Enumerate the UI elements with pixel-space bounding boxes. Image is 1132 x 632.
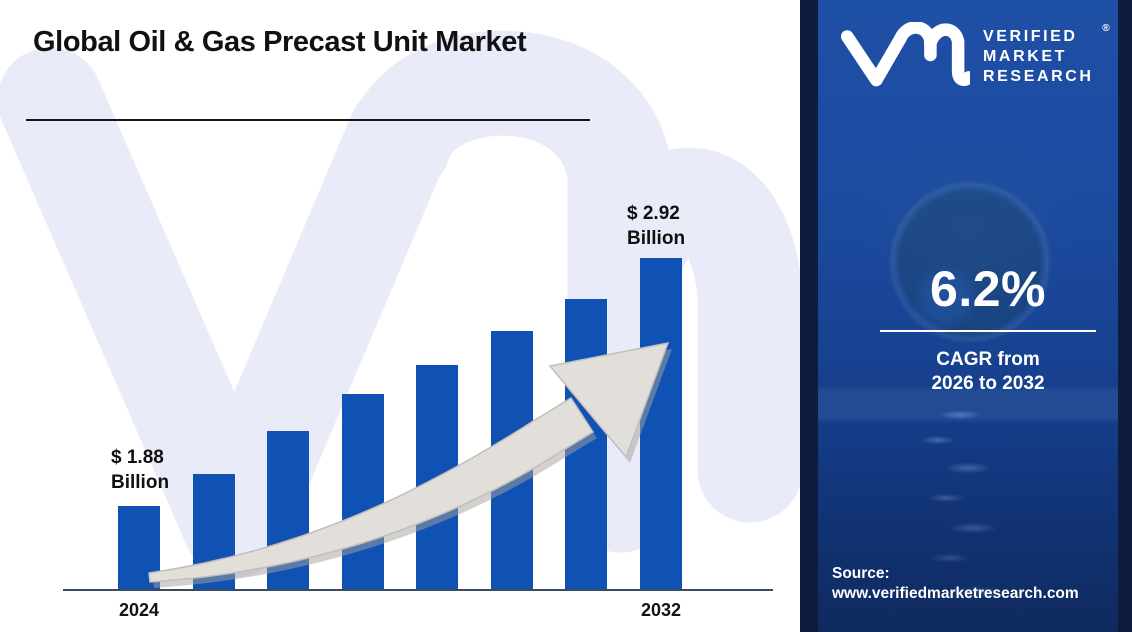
value-label-2032-line1: $ 2.92	[627, 203, 680, 224]
brand-line-1: VERIFIED	[983, 28, 1078, 45]
x-tick-2024: 2024	[118, 600, 160, 620]
brand-line-2: MARKET	[983, 47, 1068, 65]
bar-year-4	[341, 394, 384, 589]
brand: ® VERIFIED MARKET RESEARCH	[838, 22, 1110, 88]
cagr-value: 6.2%	[930, 261, 1046, 317]
page-title: Global Oil & Gas Precast Unit Market	[33, 26, 527, 58]
sidebar-panel: ® VERIFIED MARKET RESEARCH 6.2% CAGR fro…	[818, 0, 1118, 632]
source-url: www.verifiedmarketresearch.com	[832, 585, 1079, 603]
value-label-2032-line2: Billion	[627, 227, 686, 249]
x-axis	[63, 589, 773, 591]
vmr-logo-icon	[840, 22, 970, 87]
brand-line-3: RESEARCH	[983, 67, 1094, 85]
cagr-block: 6.2% CAGR from 2026 to 2032	[868, 260, 1108, 396]
source-label: Source:	[832, 565, 890, 582]
cagr-divider	[880, 330, 1096, 332]
bar-chart: $ 1.88 Billion $ 2.92 Billion 2024 2032	[63, 180, 773, 620]
value-label-2032: $ 2.92 Billion	[627, 202, 685, 251]
cagr-caption-line1: CAGR from	[936, 349, 1040, 370]
growth-arrow-icon	[148, 342, 672, 588]
source-block: Source: www.verifiedmarketresearch.com	[832, 564, 1079, 605]
value-label-2024: $ 1.88 Billion	[111, 446, 169, 495]
sidebar: ® VERIFIED MARKET RESEARCH 6.2% CAGR fro…	[800, 0, 1132, 632]
x-tick-2032: 2032	[640, 600, 682, 620]
registered-mark: ®	[1102, 23, 1110, 34]
brand-name: ® VERIFIED MARKET RESEARCH	[983, 23, 1110, 86]
cagr-caption-line2: 2026 to 2032	[931, 372, 1045, 394]
bar-2032	[639, 258, 682, 589]
title-underline	[26, 119, 590, 121]
value-label-2024-line2: Billion	[111, 471, 170, 493]
value-label-2024-line1: $ 1.88	[111, 447, 164, 468]
